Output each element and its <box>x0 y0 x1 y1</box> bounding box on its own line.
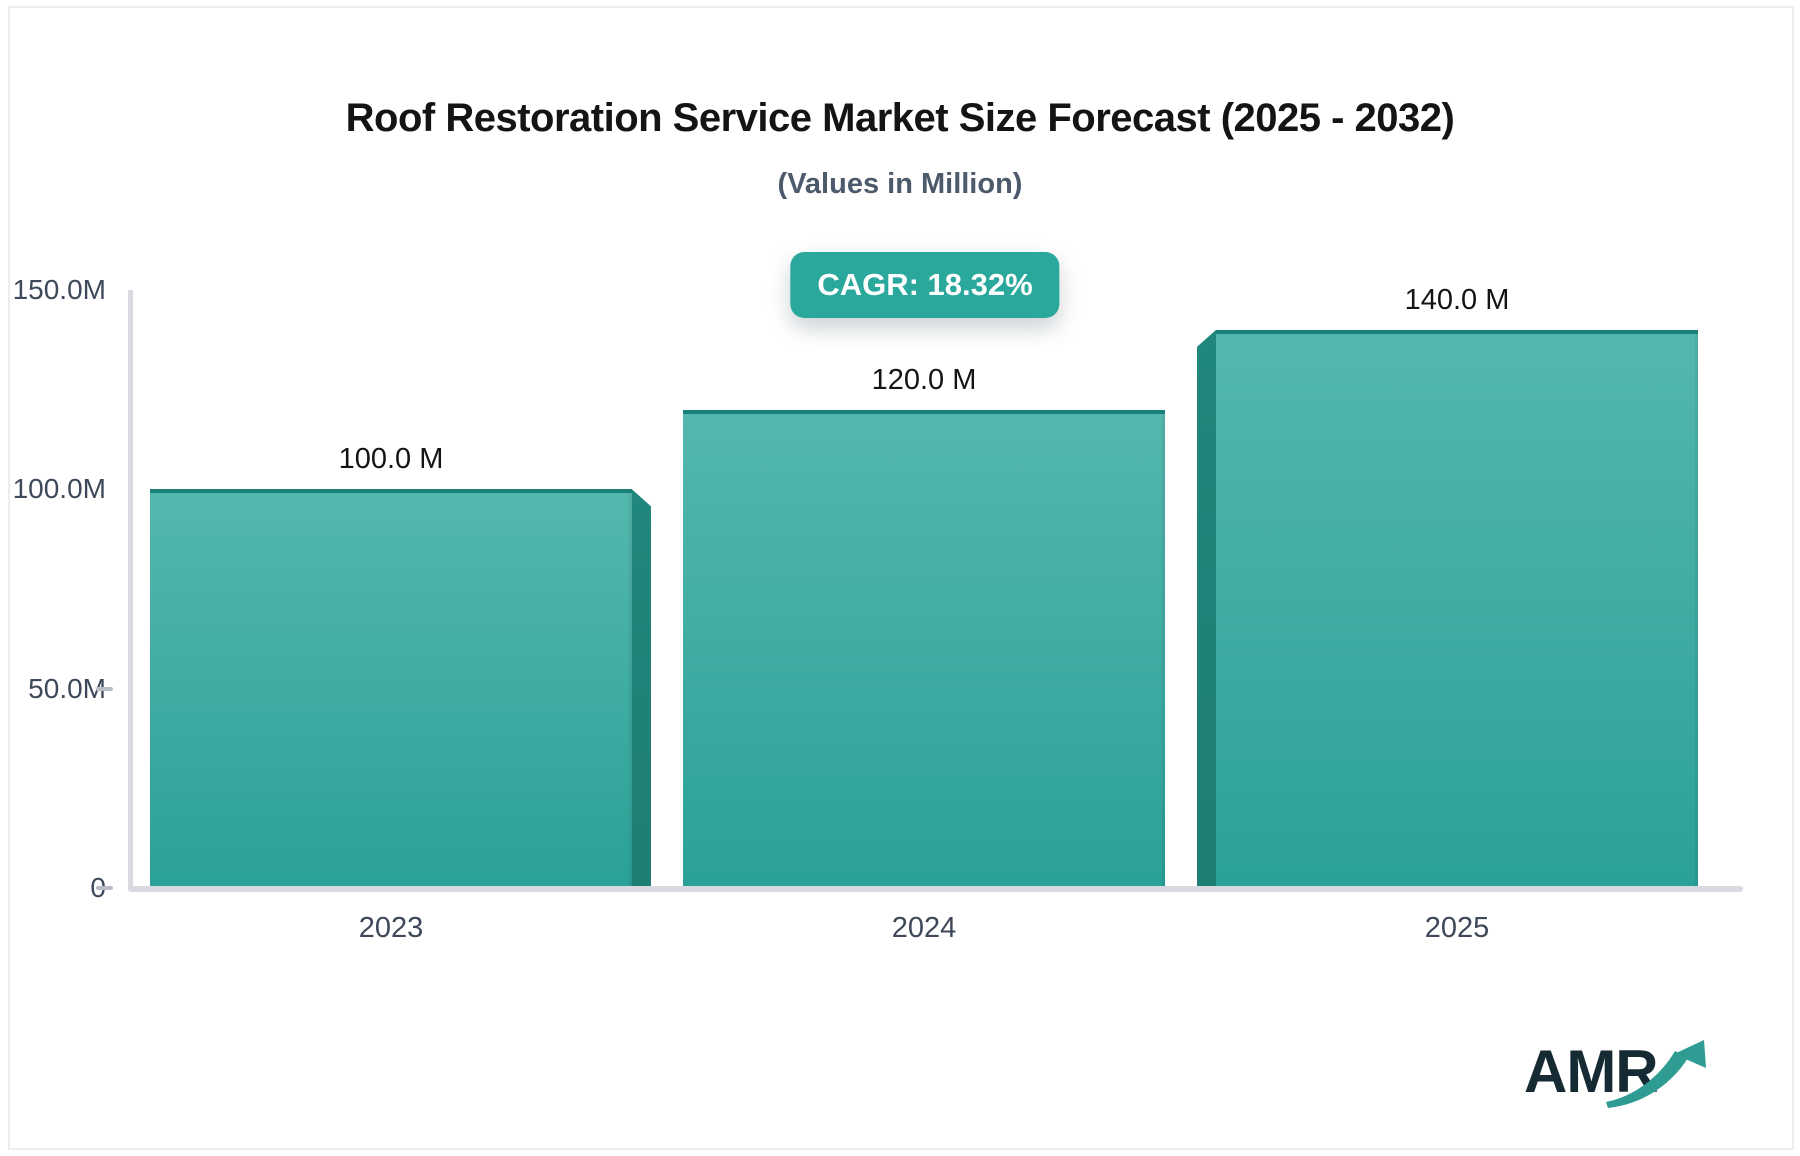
bar-2024[interactable] <box>683 409 1165 886</box>
amr-logo-arrowhead-icon <box>1674 1040 1706 1068</box>
chart-title: Roof Restoration Service Market Size For… <box>345 96 1455 140</box>
amr-logo: AMR <box>1524 1038 1706 1108</box>
bar-2025[interactable] <box>1216 329 1698 886</box>
y-axis-tick-label: 100.0M <box>12 473 106 505</box>
bar-3d-side <box>632 489 651 886</box>
bar-value-label: 120.0 M <box>871 363 977 396</box>
x-axis-category-label: 2025 <box>1424 912 1490 944</box>
y-axis-tick-label: 50.0M <box>28 672 106 704</box>
cagr-badge: CAGR: 18.32% <box>790 252 1060 318</box>
bar-3d-side <box>1197 329 1216 886</box>
y-axis-tick-mark <box>96 686 113 691</box>
bar-value-label: 100.0 M <box>338 443 444 476</box>
y-axis-tick-label: 0 <box>0 872 106 904</box>
y-axis-tick-label: 150.0M <box>12 274 106 305</box>
bar-2023[interactable] <box>150 489 632 886</box>
amr-logo-swoosh-icon <box>1606 1051 1688 1108</box>
x-axis-category-label: 2024 <box>891 912 957 944</box>
chart-subtitle: (Values in Million) <box>777 168 1023 200</box>
x-axis-line <box>128 886 1743 892</box>
bar-value-label: 140.0 M <box>1404 283 1510 316</box>
y-axis-tick-mark <box>96 886 113 890</box>
x-axis-category-label: 2023 <box>358 912 424 944</box>
y-axis-line <box>128 290 133 888</box>
